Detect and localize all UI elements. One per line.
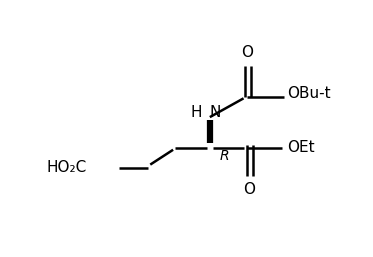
Text: O: O: [244, 182, 256, 197]
Text: OBu-t: OBu-t: [287, 86, 331, 101]
Text: H: H: [190, 105, 202, 120]
Text: O: O: [242, 45, 254, 60]
Text: R: R: [220, 149, 229, 163]
Text: OEt: OEt: [287, 140, 315, 155]
Text: N: N: [210, 105, 221, 120]
Text: HO₂C: HO₂C: [46, 160, 86, 175]
